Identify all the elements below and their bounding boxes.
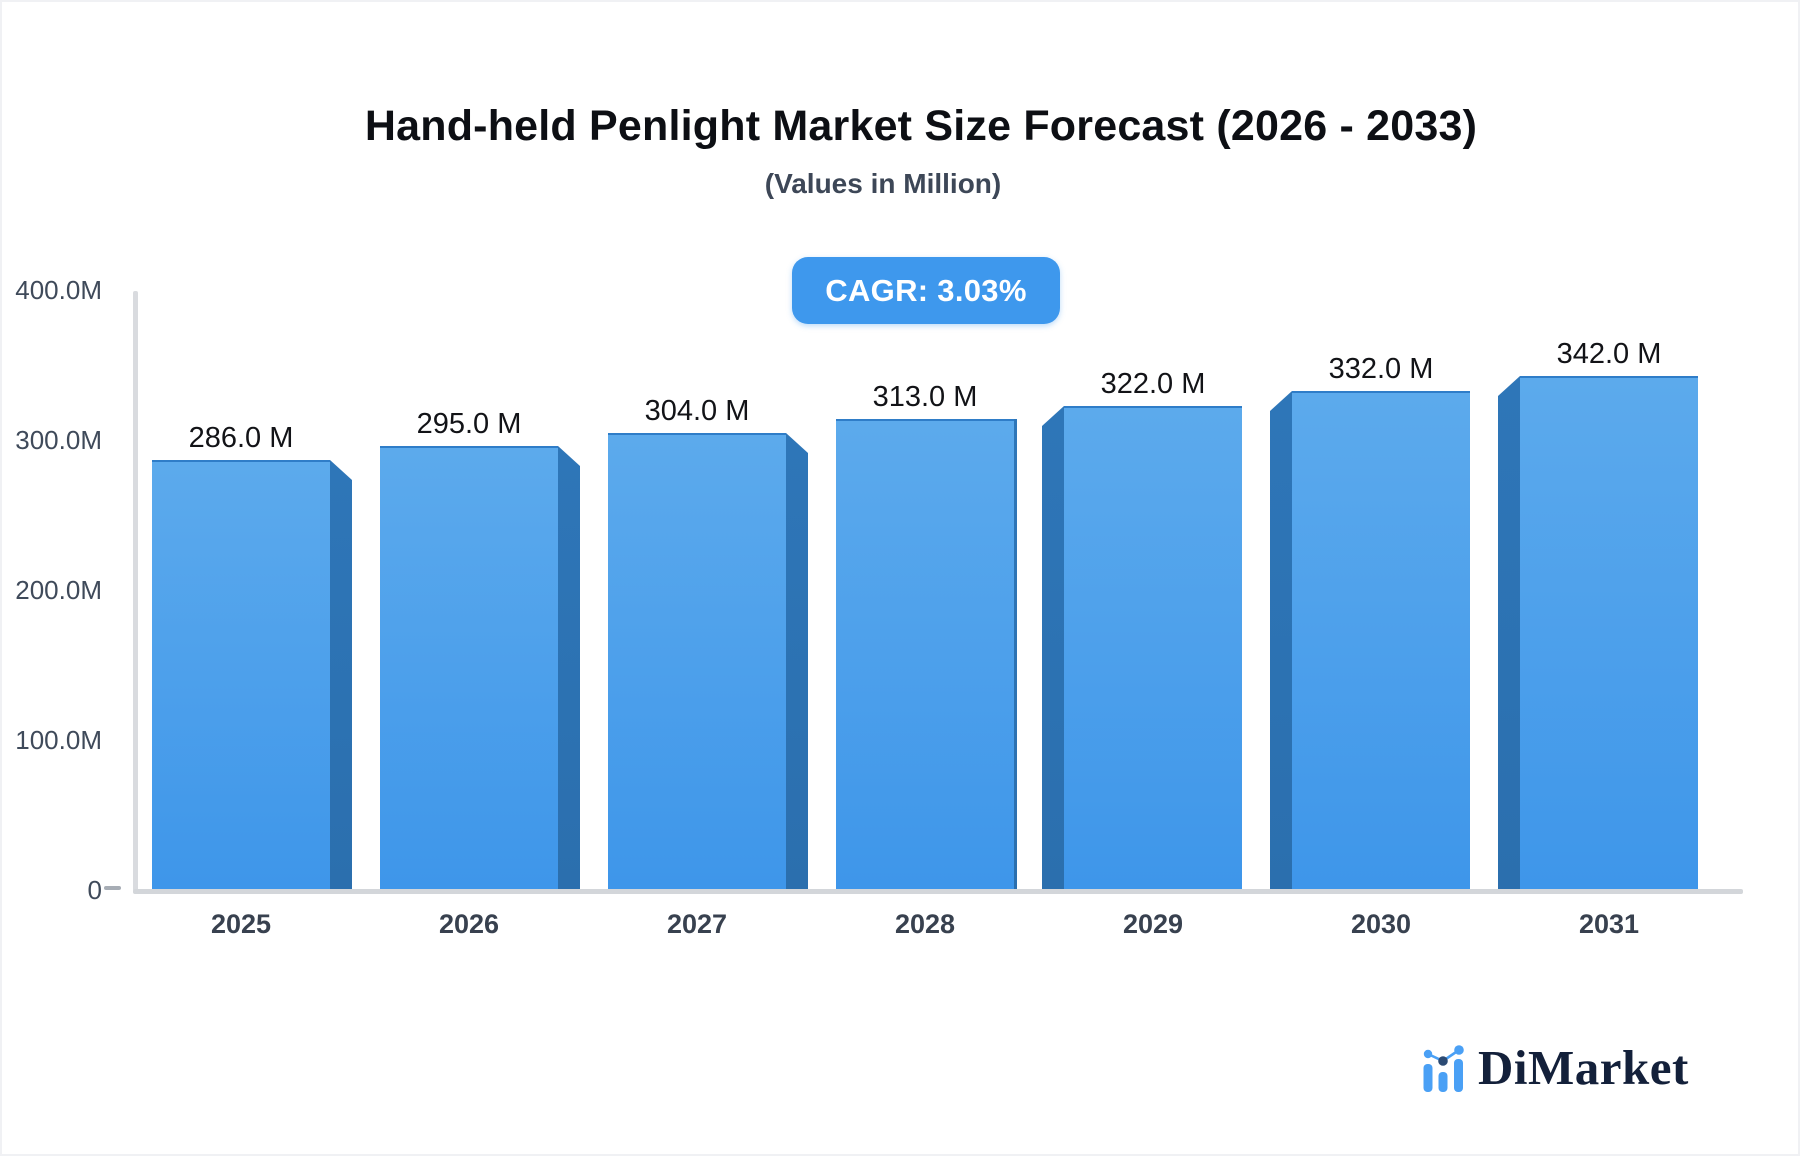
x-axis-label-2025: 2025 — [210, 909, 272, 939]
bar-face-2028[interactable] — [836, 419, 1014, 889]
bar-value-label-2031: 342.0 M — [1556, 338, 1662, 370]
bar-2031[interactable] — [1498, 376, 1698, 889]
bar-side-2031 — [1498, 376, 1520, 889]
x-axis-label-2027: 2027 — [666, 909, 728, 939]
bar-2030[interactable] — [1270, 391, 1470, 889]
x-axis-label-2029: 2029 — [1122, 909, 1184, 939]
bar-value-label-2026: 295.0 M — [416, 408, 522, 440]
y-tick-label-400.0M: 400.0M — [15, 275, 102, 305]
bar-2026[interactable] — [380, 446, 580, 889]
x-axis-label-2028: 2028 — [894, 909, 956, 939]
x-axis-label-2026: 2026 — [438, 909, 500, 939]
bar-face-2031[interactable] — [1520, 376, 1698, 889]
y-tick-label-0: 0 — [87, 875, 102, 905]
chart-title: Hand-held Penlight Market Size Forecast … — [364, 102, 1478, 150]
bar-face-2026[interactable] — [380, 446, 558, 889]
x-axis-label-2031: 2031 — [1578, 909, 1640, 939]
bar-side-2029 — [1042, 406, 1064, 889]
bar-2028[interactable] — [836, 419, 1017, 889]
cagr-badge: CAGR: 3.03% — [792, 257, 1060, 324]
x-axis-label-2030: 2030 — [1350, 909, 1412, 939]
zero-tick-dash — [104, 886, 121, 890]
y-tick-label-100.0M: 100.0M — [15, 725, 102, 755]
bar-face-2030[interactable] — [1292, 391, 1470, 889]
y-axis-line — [133, 291, 138, 891]
bar-side-2026 — [558, 446, 580, 889]
bar-face-2027[interactable] — [608, 433, 786, 889]
x-axis-baseline — [133, 889, 1743, 894]
bar-side-2027 — [786, 433, 808, 889]
bar-value-label-2025: 286.0 M — [188, 422, 294, 454]
brand-name: DiMarket — [1478, 1040, 1689, 1096]
bar-value-label-2027: 304.0 M — [644, 395, 750, 427]
bar-value-label-2030: 332.0 M — [1328, 353, 1434, 385]
bar-2025[interactable] — [152, 460, 352, 889]
brand-logo: DiMarket — [1421, 1042, 1689, 1092]
y-tick-label-300.0M: 300.0M — [15, 425, 102, 455]
bar-side-2028 — [1014, 419, 1017, 889]
bar-2027[interactable] — [608, 433, 808, 889]
dimarket-logo-icon — [1423, 1045, 1464, 1092]
bar-side-2025 — [330, 460, 352, 889]
bar-value-label-2029: 322.0 M — [1100, 368, 1206, 400]
chart-subtitle: (Values in Million) — [764, 168, 1002, 199]
bar-face-2025[interactable] — [152, 460, 330, 889]
y-tick-label-200.0M: 200.0M — [15, 575, 102, 605]
bar-face-2029[interactable] — [1064, 406, 1242, 889]
bar-value-label-2028: 313.0 M — [872, 381, 978, 413]
bar-2029[interactable] — [1042, 406, 1242, 889]
bar-side-2030 — [1270, 391, 1292, 889]
